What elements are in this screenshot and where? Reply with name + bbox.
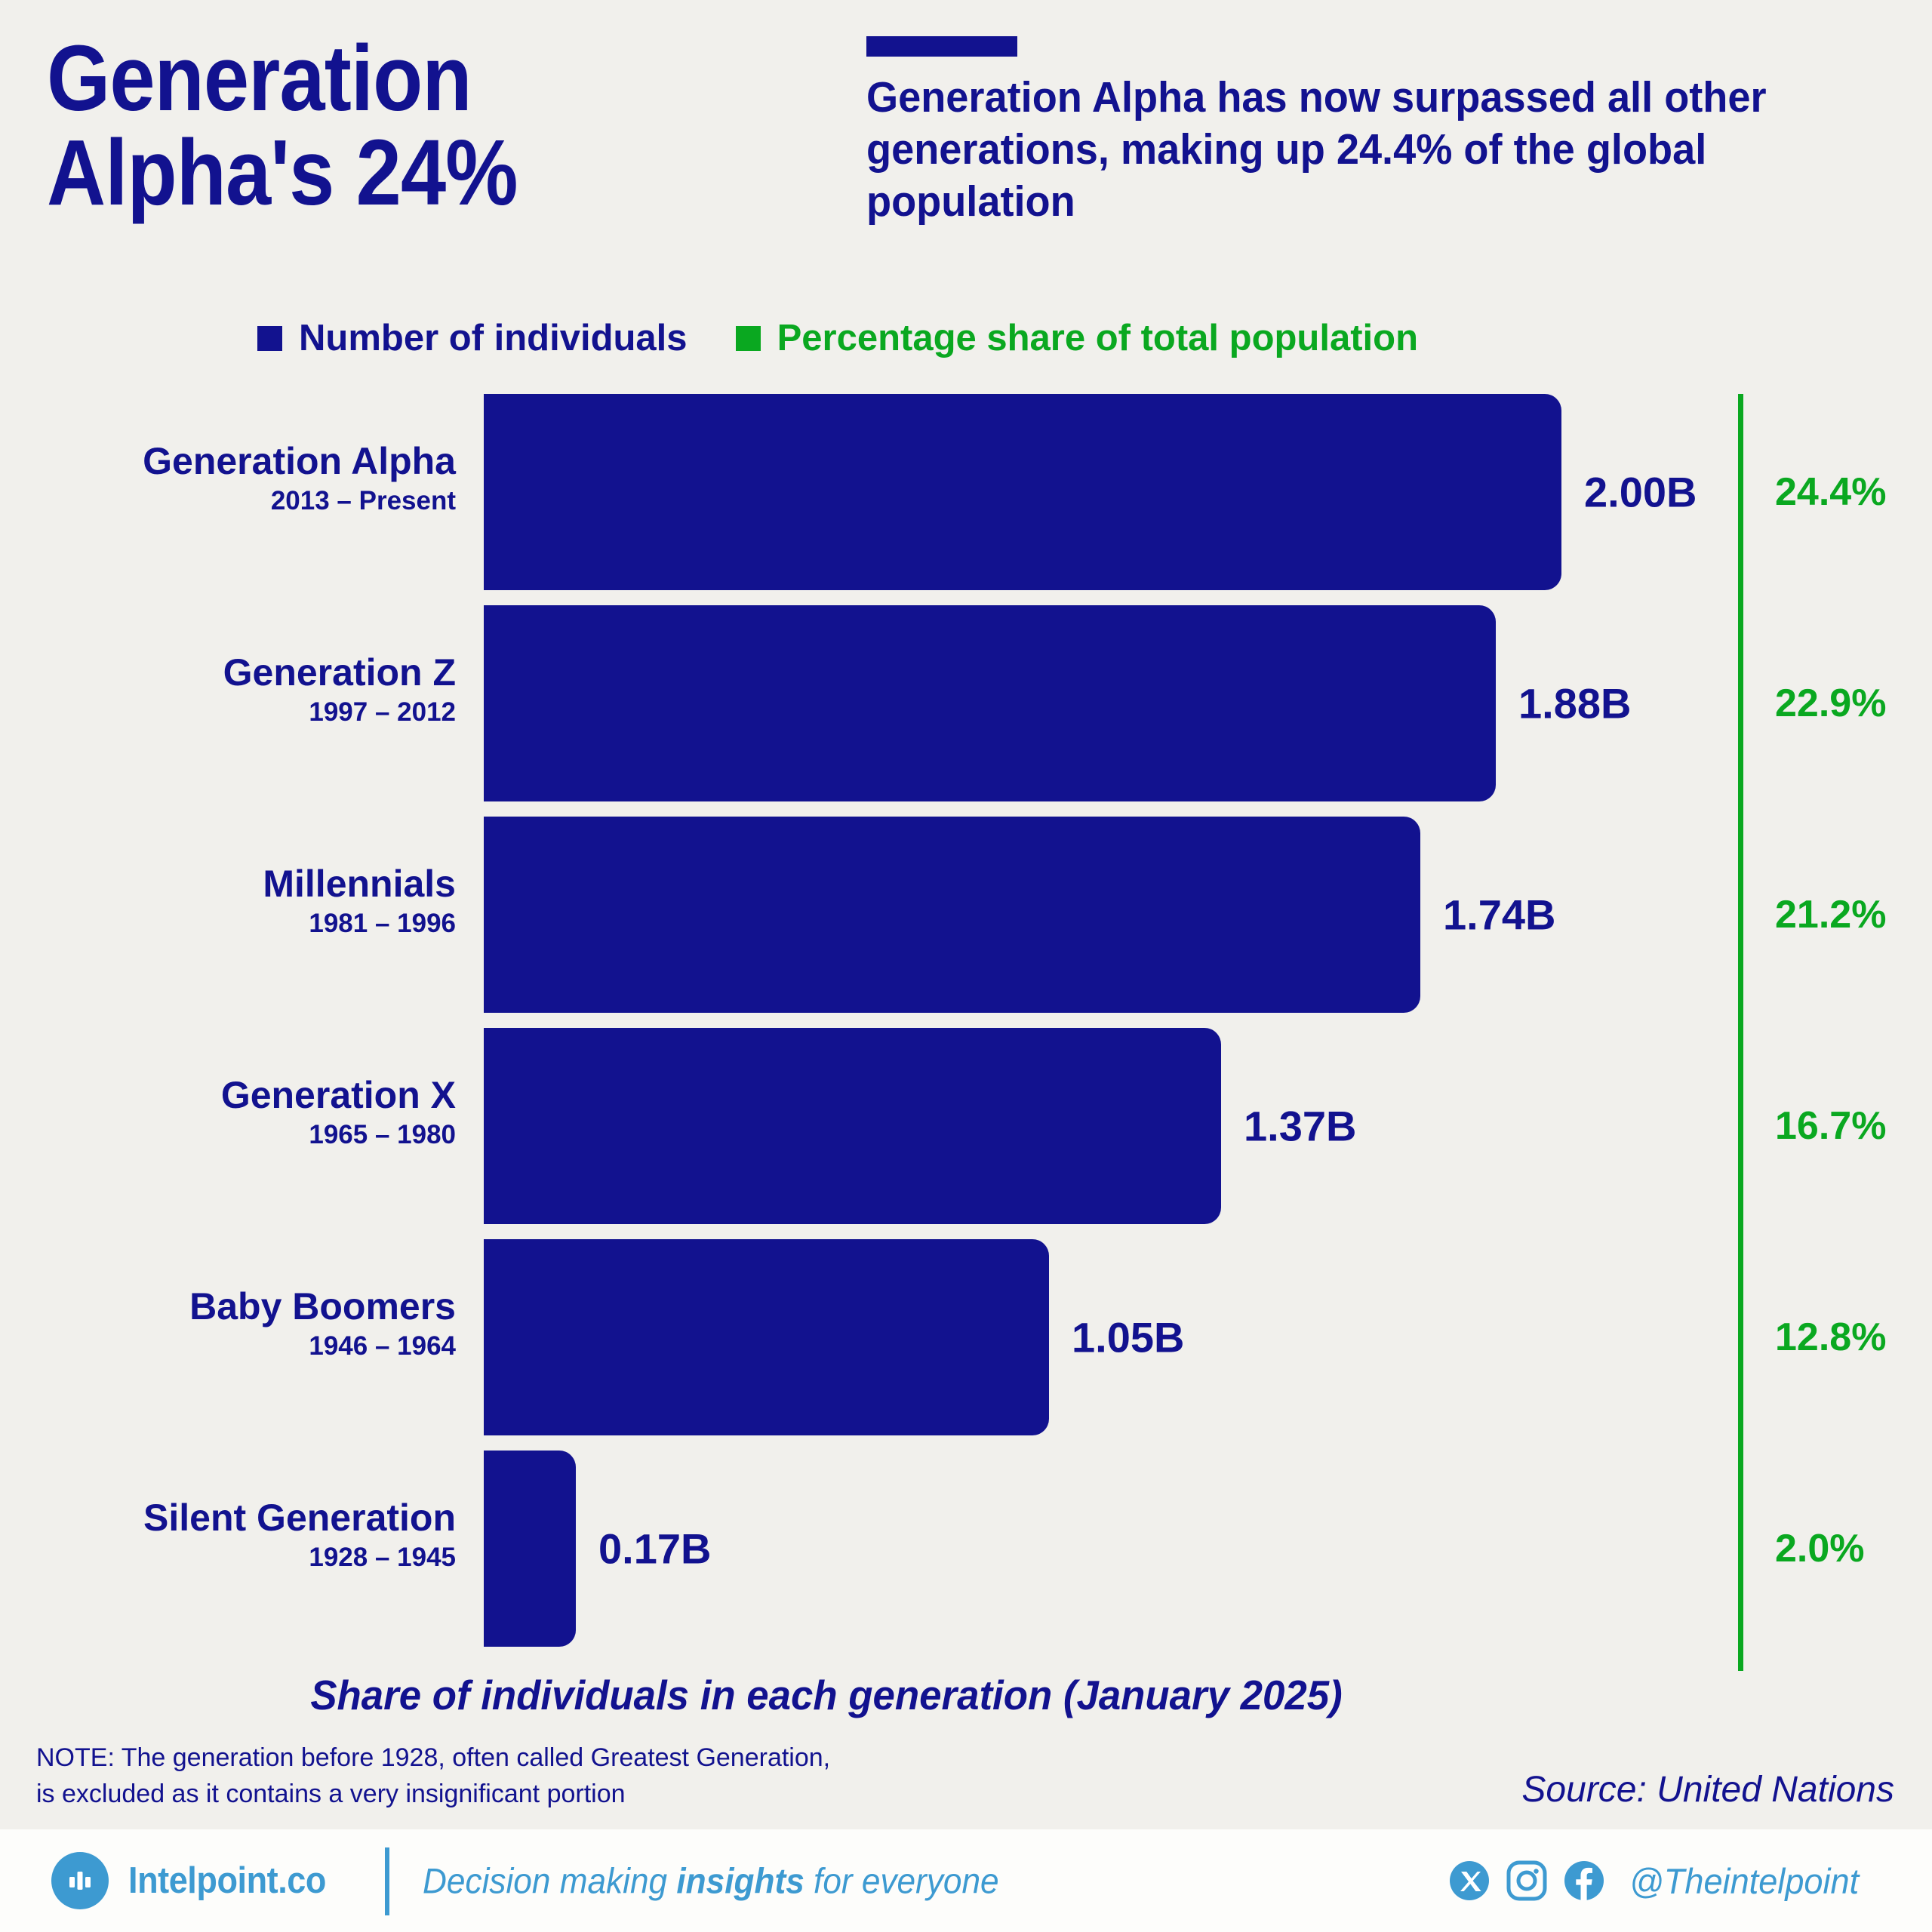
table-row: Silent Generation 1928 – 1945 0.17B 2.0% <box>0 1451 1932 1647</box>
table-row: Millennials 1981 – 1996 1.74B 21.2% <box>0 817 1932 1013</box>
legend-item-individuals: Number of individuals <box>257 320 688 357</box>
subtitle: Generation Alpha has now surpassed all o… <box>866 73 1767 226</box>
row-label-silent-generation: Silent Generation 1928 – 1945 <box>0 1497 456 1574</box>
facebook-icon[interactable] <box>1563 1860 1605 1902</box>
header: Generation Alpha's 24% Generation Alpha … <box>0 0 1932 302</box>
bar-value-generation-x: 1.37B <box>1244 1102 1357 1150</box>
page-title: Generation Alpha's 24% <box>47 27 518 226</box>
generation-years: 1928 – 1945 <box>309 1543 456 1572</box>
legend-label-individuals: Number of individuals <box>299 318 688 358</box>
accent-bar <box>866 36 1017 57</box>
generation-name: Generation Alpha <box>143 440 456 482</box>
generation-years: 2013 – Present <box>270 486 456 515</box>
row-label-generation-x: Generation X 1965 – 1980 <box>0 1075 456 1152</box>
generation-name: Baby Boomers <box>189 1285 456 1327</box>
tagline-before: Decision making <box>423 1860 677 1901</box>
generation-years: 1981 – 1996 <box>309 909 456 938</box>
pct-value-generation-z: 22.9% <box>1775 681 1887 725</box>
footer-social: @Theintelpoint <box>1448 1860 1869 1902</box>
note-line-1: NOTE: The generation before 1928, often … <box>36 1743 831 1772</box>
chart-source: Source: United Nations <box>1521 1770 1894 1810</box>
table-row: Baby Boomers 1946 – 1964 1.05B 12.8% <box>0 1239 1932 1435</box>
bar-baby-boomers <box>484 1239 1049 1435</box>
legend-item-percentage: Percentage share of total population <box>735 318 1419 358</box>
pct-value-generation-alpha: 24.4% <box>1775 470 1887 514</box>
chart-legend: Number of individuals Percentage share o… <box>0 320 1932 373</box>
generation-years: 1946 – 1964 <box>309 1331 456 1361</box>
brand-name: Intelpoint.co <box>128 1860 326 1901</box>
generation-name: Generation X <box>220 1074 456 1116</box>
bar-generation-z <box>484 605 1496 801</box>
social-handle[interactable]: @Theintelpoint <box>1629 1860 1860 1901</box>
table-row: Generation X 1965 – 1980 1.37B 16.7% <box>0 1028 1932 1224</box>
tagline-bold: insights <box>676 1860 804 1901</box>
generation-name: Silent Generation <box>143 1497 456 1539</box>
generation-name: Generation Z <box>223 651 456 694</box>
percentage-axis-line <box>1738 394 1743 1671</box>
generation-name: Millennials <box>263 863 456 905</box>
bar-silent-generation <box>484 1451 576 1647</box>
pct-value-generation-x: 16.7% <box>1775 1104 1887 1148</box>
table-row: Generation Alpha 2013 – Present 2.00B 24… <box>0 394 1932 590</box>
row-label-generation-z: Generation Z 1997 – 2012 <box>0 652 456 729</box>
pct-value-baby-boomers: 12.8% <box>1775 1315 1887 1359</box>
row-label-baby-boomers: Baby Boomers 1946 – 1964 <box>0 1286 456 1363</box>
bar-value-baby-boomers: 1.05B <box>1072 1313 1185 1361</box>
generation-years: 1997 – 2012 <box>309 697 456 727</box>
tagline-after: for everyone <box>804 1860 999 1901</box>
instagram-icon[interactable] <box>1506 1860 1548 1902</box>
row-label-millennials: Millennials 1981 – 1996 <box>0 863 456 940</box>
legend-swatch-green-icon <box>735 326 761 351</box>
pct-value-millennials: 21.2% <box>1775 893 1887 937</box>
intelpoint-logo-icon <box>51 1852 109 1909</box>
chart-note: NOTE: The generation before 1928, often … <box>36 1740 1093 1813</box>
bar-generation-x <box>484 1028 1221 1224</box>
footer-divider <box>385 1847 389 1915</box>
bar-value-generation-z: 1.88B <box>1518 679 1632 728</box>
bar-generation-alpha <box>484 394 1561 590</box>
row-label-generation-alpha: Generation Alpha 2013 – Present <box>0 441 456 518</box>
bar-value-millennials: 1.74B <box>1443 891 1556 939</box>
generation-years: 1965 – 1980 <box>309 1120 456 1149</box>
legend-swatch-navy-icon <box>257 326 282 351</box>
note-line-2: is excluded as it contains a very insign… <box>36 1780 626 1809</box>
bar-value-silent-generation: 0.17B <box>598 1524 712 1573</box>
pct-value-silent-generation: 2.0% <box>1775 1527 1865 1571</box>
table-row: Generation Z 1997 – 2012 1.88B 22.9% <box>0 605 1932 801</box>
legend-label-percentage: Percentage share of total population <box>777 318 1419 358</box>
footer-tagline: Decision making insights for everyone <box>423 1860 999 1902</box>
bar-millennials <box>484 817 1420 1013</box>
bar-value-generation-alpha: 2.00B <box>1584 468 1697 516</box>
footer: Intelpoint.co Decision making insights f… <box>0 1829 1932 1932</box>
x-twitter-icon[interactable] <box>1448 1860 1491 1902</box>
bar-chart: Generation Alpha 2013 – Present 2.00B 24… <box>0 394 1932 1671</box>
footer-brand[interactable]: Intelpoint.co <box>51 1852 343 1909</box>
chart-caption: Share of individuals in each generation … <box>310 1672 1343 1718</box>
